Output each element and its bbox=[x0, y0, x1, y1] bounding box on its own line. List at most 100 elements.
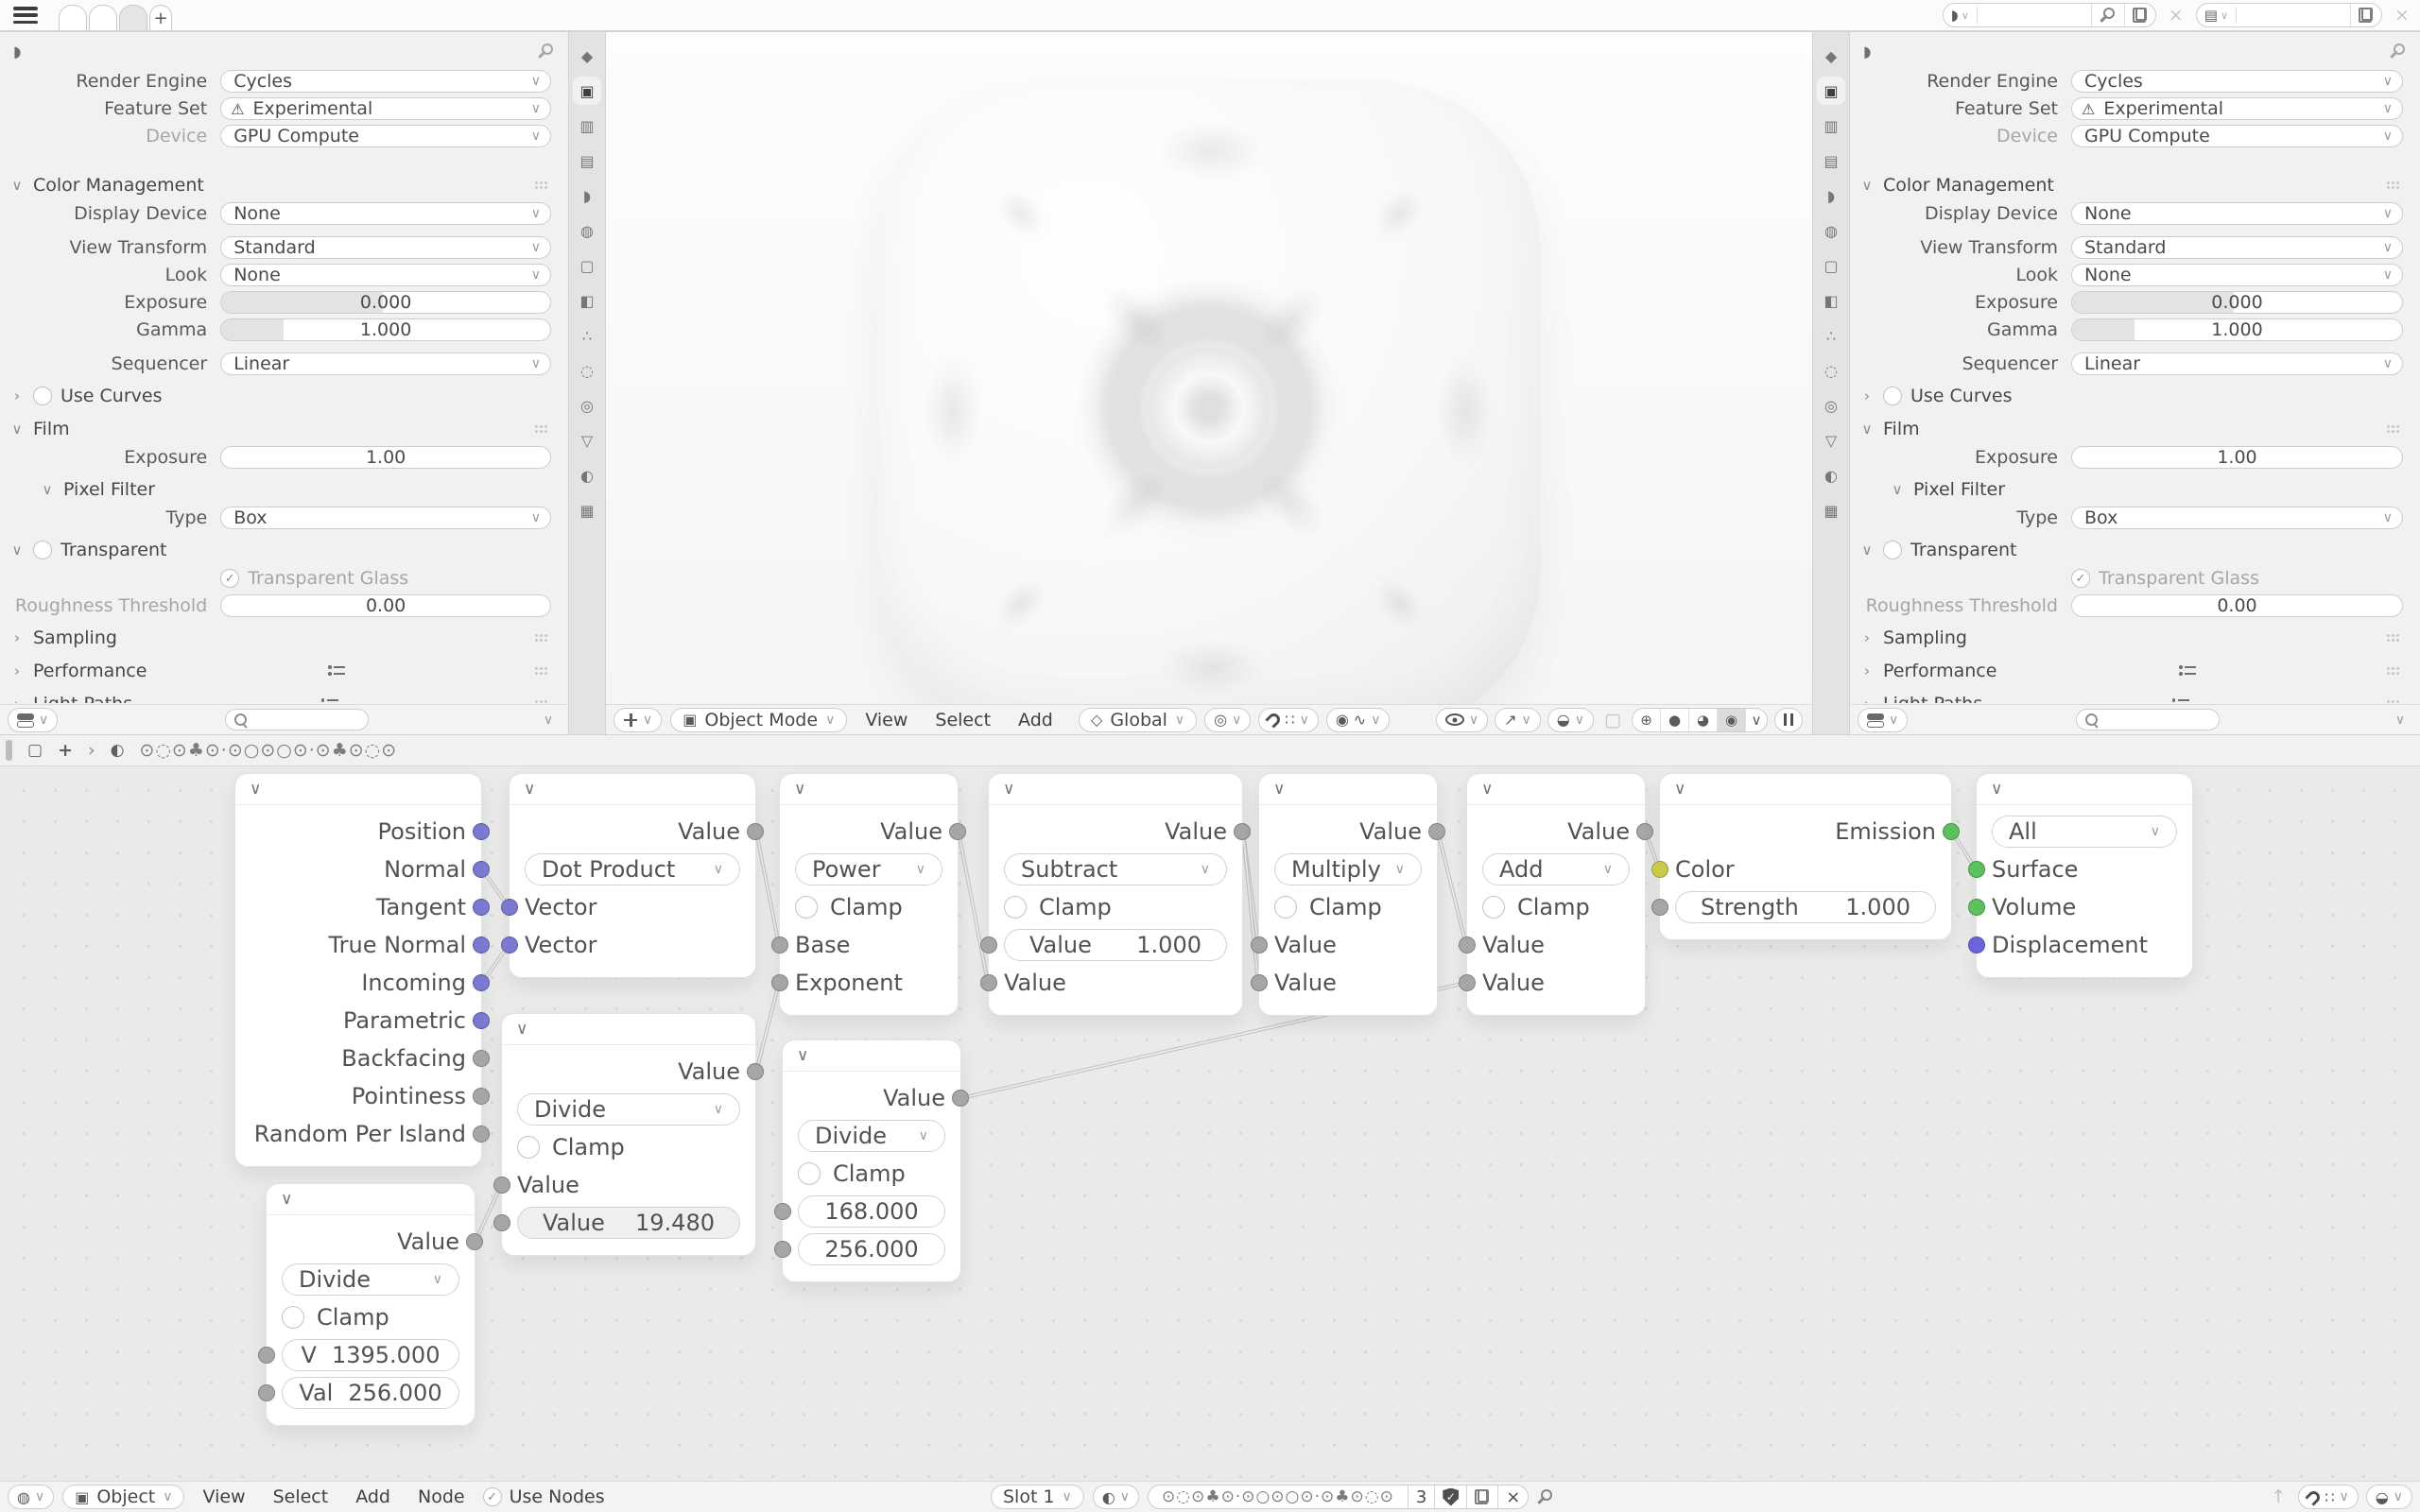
copy-icon[interactable] bbox=[2132, 8, 2148, 23]
scene-name-field[interactable] bbox=[1978, 4, 2091, 26]
roughness-threshold-field[interactable]: 0.00 bbox=[2071, 594, 2403, 617]
node-header[interactable]: ∨ bbox=[267, 1184, 475, 1215]
menu-add[interactable]: Add bbox=[1018, 709, 1053, 730]
scene-icon[interactable]: ◗ ∨ bbox=[1944, 7, 1978, 24]
presets-icon[interactable] bbox=[2179, 665, 2197, 678]
drag-grip-icon[interactable] bbox=[2386, 698, 2401, 703]
proportional-edit-controls[interactable]: ◉ ∿ ∨ bbox=[1325, 707, 1391, 732]
header-menu-icon[interactable]: ∨ bbox=[2394, 712, 2406, 728]
menu-select[interactable]: Select bbox=[935, 709, 992, 730]
collapse-arrow-icon[interactable]: ∨ bbox=[1861, 421, 1873, 438]
render-engine-dropdown[interactable]: Cycles ∨ bbox=[220, 70, 551, 93]
value-input-socket[interactable] bbox=[774, 1203, 791, 1220]
strength-input-socket[interactable] bbox=[1651, 899, 1668, 916]
film-exposure-field[interactable]: 1.00 bbox=[2071, 446, 2403, 469]
section-performance[interactable]: › Performance bbox=[9, 659, 564, 683]
properties-tab-render-icon[interactable]: ▣ bbox=[573, 77, 601, 105]
expand-arrow-icon[interactable]: › bbox=[1864, 629, 1870, 646]
menu-view[interactable]: View bbox=[202, 1486, 246, 1507]
parametric-output-socket[interactable] bbox=[473, 1012, 490, 1029]
math-divide-node-a[interactable]: ∨ Value Divide ∨ Clamp Value Value 19.480 bbox=[493, 1013, 764, 1256]
look-dropdown[interactable]: None ∨ bbox=[2071, 264, 2403, 286]
random-per-island-output-socket[interactable] bbox=[473, 1125, 490, 1143]
collapse-arrow-icon[interactable]: ∨ bbox=[1861, 541, 1873, 558]
display-device-dropdown[interactable]: None ∨ bbox=[2071, 202, 2403, 225]
properties-tab-tool-icon[interactable]: ◆ bbox=[1824, 46, 1838, 65]
properties-tab-texture-icon[interactable]: ▦ bbox=[579, 501, 595, 520]
film-exposure-field[interactable]: 1.00 bbox=[220, 446, 551, 469]
viewport-3d[interactable]: ∨ ▣ Object Mode ∨ View Select Add Object… bbox=[606, 32, 1812, 734]
backfacing-output-socket[interactable] bbox=[473, 1050, 490, 1067]
collapse-icon[interactable]: ∨ bbox=[516, 1020, 528, 1039]
properties-tab-object-icon[interactable]: ▢ bbox=[1824, 256, 1839, 275]
collapse-icon[interactable]: ∨ bbox=[281, 1190, 293, 1209]
viewport-canvas[interactable] bbox=[606, 32, 1812, 704]
properties-tab-output-icon[interactable]: ▥ bbox=[1824, 116, 1839, 135]
transparent-glass-checkbox[interactable] bbox=[220, 569, 240, 588]
copy-button[interactable] bbox=[1466, 1486, 1497, 1508]
expand-arrow-icon[interactable]: › bbox=[9, 696, 25, 703]
gamma-slider[interactable]: 1.000 bbox=[220, 318, 551, 341]
search-input[interactable] bbox=[2076, 709, 2221, 730]
properties-tab-material-icon[interactable]: ◐ bbox=[1824, 466, 1838, 485]
clamp-checkbox[interactable] bbox=[1482, 896, 1505, 919]
shading-material-icon[interactable]: ◕ bbox=[1689, 708, 1718, 731]
scene-selector[interactable]: ◗ ∨ bbox=[1942, 3, 2156, 27]
base-input-socket[interactable] bbox=[771, 936, 788, 954]
math-divide-node-c[interactable]: ∨ Value Divide ∨ Clamp V 1395.000 Val 256.0… bbox=[258, 1183, 483, 1426]
section-sampling[interactable]: › Sampling bbox=[1859, 626, 2416, 650]
properties-tab-physics-icon[interactable]: ◌ bbox=[580, 361, 594, 380]
drag-grip-icon[interactable] bbox=[534, 423, 549, 435]
collapse-arrow-icon[interactable]: ∨ bbox=[1892, 481, 1903, 498]
true-normal-output-socket[interactable] bbox=[473, 936, 490, 954]
strength-field[interactable]: Strength 1.000 bbox=[1675, 891, 1936, 923]
node-header[interactable]: ∨ bbox=[780, 774, 958, 805]
workspace-tab-1[interactable] bbox=[59, 5, 87, 30]
collapse-arrow-icon[interactable]: ∨ bbox=[11, 421, 23, 438]
transform-orientation-dropdown[interactable]: ◇ Global ∨ bbox=[1079, 707, 1198, 732]
overlays-dropdown[interactable]: ◒ ∨ bbox=[2365, 1485, 2412, 1509]
node-header[interactable]: ∨ bbox=[235, 774, 481, 805]
section-performance[interactable]: › Performance bbox=[1859, 659, 2416, 683]
device-dropdown[interactable]: GPU Compute ∨ bbox=[2071, 125, 2403, 147]
node-header[interactable]: ∨ bbox=[502, 1014, 755, 1045]
collapse-arrow-icon[interactable]: ∨ bbox=[11, 541, 23, 558]
node-header[interactable]: ∨ bbox=[1660, 774, 1951, 805]
normal-output-socket[interactable] bbox=[473, 861, 490, 878]
menu-add[interactable]: Add bbox=[355, 1486, 390, 1507]
value-input-socket[interactable] bbox=[493, 1214, 510, 1231]
render-engine-dropdown[interactable]: Cycles ∨ bbox=[2071, 70, 2403, 93]
editor-type-button[interactable]: ∨ bbox=[1858, 707, 1909, 732]
shading-rendered-icon[interactable]: ◉ bbox=[1718, 708, 1746, 731]
operation-dropdown[interactable]: Divide ∨ bbox=[798, 1120, 945, 1152]
math-multiply-node[interactable]: ∨ Value Multiply ∨ Clamp Value Value bbox=[1251, 773, 1445, 1016]
exposure-slider[interactable]: 0.000 bbox=[220, 291, 551, 314]
operation-dropdown[interactable]: Divide ∨ bbox=[282, 1263, 459, 1296]
clamp-checkbox[interactable] bbox=[795, 896, 818, 919]
drag-grip-icon[interactable] bbox=[2386, 665, 2401, 677]
geometry-node[interactable]: ∨ Position Normal Tangent True Normal Incomi… bbox=[234, 773, 490, 1167]
properties-tab-texture-icon[interactable]: ▦ bbox=[1824, 501, 1839, 520]
value-output-socket[interactable] bbox=[1428, 823, 1445, 840]
section-transparent[interactable]: ∨ Transparent bbox=[9, 538, 564, 562]
value-input-socket[interactable] bbox=[774, 1241, 791, 1258]
close-icon[interactable]: × bbox=[2168, 5, 2184, 26]
menu-node[interactable]: Node bbox=[418, 1486, 465, 1507]
expand-arrow-icon[interactable]: › bbox=[1864, 387, 1870, 404]
clamp-checkbox[interactable] bbox=[1274, 896, 1297, 919]
section-color-management[interactable]: ∨ Color Management bbox=[9, 173, 564, 198]
properties-tab-modifiers-icon[interactable]: ◧ bbox=[579, 291, 595, 310]
collapse-icon[interactable]: ∨ bbox=[797, 1046, 809, 1065]
node-header[interactable]: ∨ bbox=[989, 774, 1242, 805]
expand-arrow-icon[interactable]: › bbox=[1859, 696, 1875, 703]
expand-arrow-icon[interactable]: › bbox=[14, 662, 20, 679]
properties-tab-particles-icon[interactable]: ∴ bbox=[581, 326, 593, 345]
clamp-checkbox[interactable] bbox=[517, 1136, 540, 1159]
shader-type-dropdown[interactable]: ▣ Object ∨ bbox=[62, 1485, 185, 1509]
clamp-checkbox[interactable] bbox=[1004, 896, 1027, 919]
pin-icon[interactable] bbox=[2100, 7, 2117, 24]
value-output-socket[interactable] bbox=[949, 823, 966, 840]
properties-tab-particles-icon[interactable]: ∴ bbox=[1825, 326, 1837, 345]
value-input-socket[interactable] bbox=[980, 936, 997, 954]
node-header[interactable]: ∨ bbox=[1259, 774, 1437, 805]
